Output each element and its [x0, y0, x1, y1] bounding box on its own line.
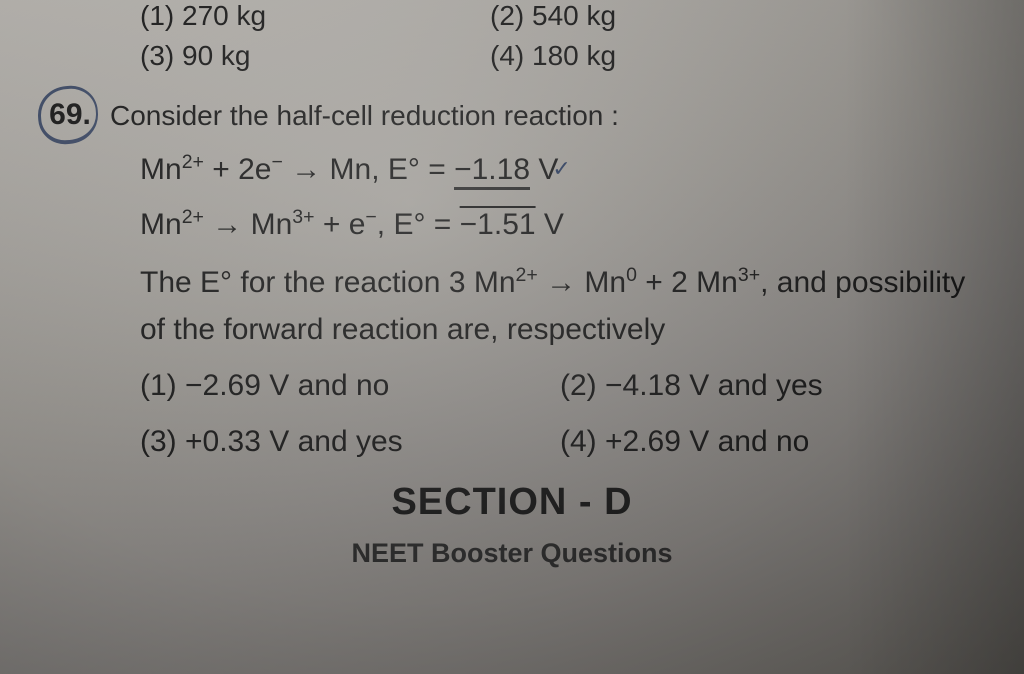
q69-option-2: (2) −4.18 V and yes [540, 369, 823, 403]
footer-text: NEET Booster Questions [30, 538, 994, 569]
q68-option-2: (2) 540 kg [450, 0, 616, 32]
q69-option-4: (4) +2.69 V and no [540, 425, 809, 459]
pen-tick-icon: ✓ [552, 150, 570, 187]
q68-option-1: (1) 270 kg [30, 0, 450, 32]
q69-body: The E° for the reaction 3 Mn2+ → Mn0 + 2… [30, 260, 994, 353]
q68-option-4: (4) 180 kg [450, 40, 616, 72]
q68-option-3: (3) 90 kg [30, 40, 450, 72]
q69-eq2: Mn2+ → Mn3+ + e−, E° = −1.51 V [140, 199, 994, 250]
q69-equations: Mn2+ + 2e− → Mn, E° = −1.18 V✓ Mn2+ → Mn… [30, 144, 994, 250]
pen-circle-mark [36, 84, 100, 146]
q69-prompt: Consider the half-cell reduction reactio… [110, 86, 619, 132]
q69-option-1: (1) −2.69 V and no [140, 369, 540, 403]
q69-option-3: (3) +0.33 V and yes [140, 425, 540, 459]
q69-eq1: Mn2+ + 2e− → Mn, E° = −1.18 V✓ [140, 144, 994, 195]
q69-number: 69. [30, 86, 110, 132]
section-heading: SECTION - D [30, 481, 994, 524]
